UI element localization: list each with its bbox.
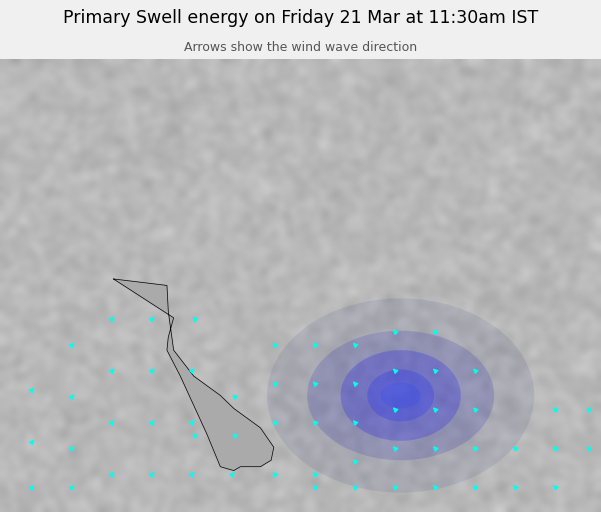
Text: Primary Swell energy on Friday 21 Mar at 11:30am IST: Primary Swell energy on Friday 21 Mar at… xyxy=(63,9,538,27)
Ellipse shape xyxy=(367,370,434,421)
Text: Arrows show the wind wave direction: Arrows show the wind wave direction xyxy=(184,40,417,54)
Ellipse shape xyxy=(267,298,534,493)
Ellipse shape xyxy=(307,331,494,460)
Ellipse shape xyxy=(380,382,421,409)
Polygon shape xyxy=(114,279,274,471)
Ellipse shape xyxy=(341,350,461,441)
